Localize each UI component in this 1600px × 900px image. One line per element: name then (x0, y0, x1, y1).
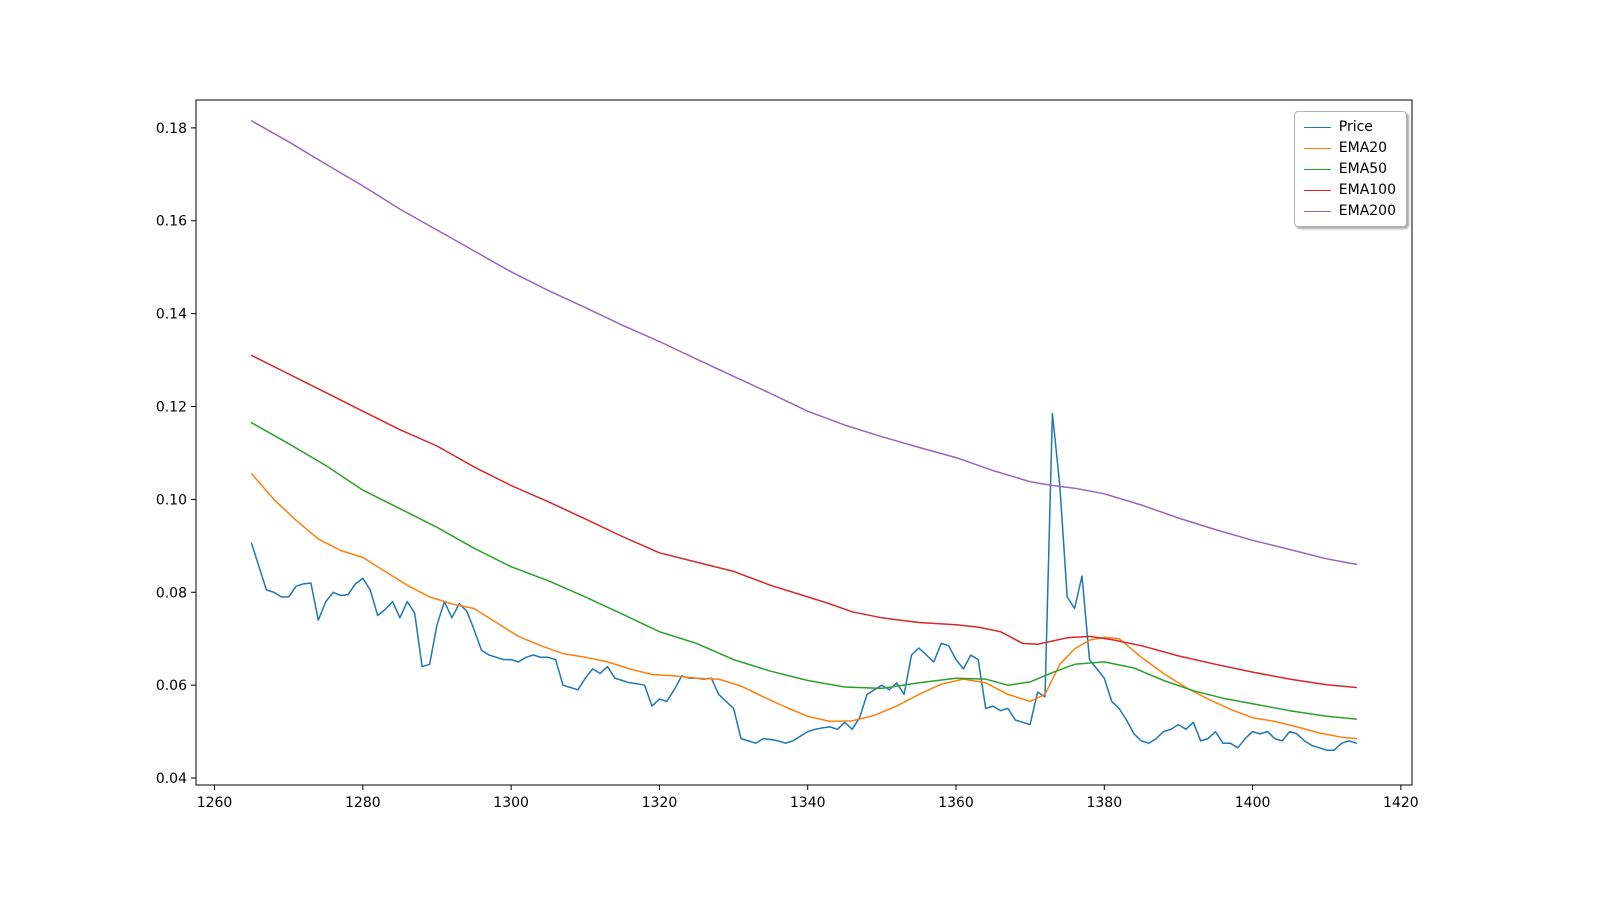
x-tick-label: 1420 (1383, 795, 1419, 811)
legend-line-sample-ema100 (1303, 189, 1331, 191)
y-tick-label: 0.06 (156, 678, 187, 694)
x-tick-label: 1400 (1235, 795, 1271, 811)
series-line-price (250, 412, 1358, 751)
legend-line-sample-ema20 (1303, 147, 1331, 149)
series-line-ema20 (250, 473, 1358, 740)
y-tick-label: 0.10 (156, 492, 187, 508)
y-tick-label: 0.14 (156, 307, 187, 323)
legend-entry-price: Price (1303, 117, 1396, 137)
x-tick-label: 1380 (1086, 795, 1122, 811)
legend-entry-ema100: EMA100 (1303, 180, 1396, 200)
x-tick-label: 1300 (493, 795, 529, 811)
legend-line-sample-ema200 (1303, 210, 1331, 212)
y-tick-label: 0.08 (156, 585, 187, 601)
legend-line-sample-ema50 (1303, 168, 1331, 170)
series-line-ema50 (250, 422, 1358, 720)
x-tick-label: 1320 (642, 795, 678, 811)
legend-entry-ema20: EMA20 (1303, 138, 1396, 158)
legend-label: EMA200 (1338, 203, 1396, 219)
y-tick-label: 0.18 (156, 121, 187, 137)
x-tick-label: 1280 (345, 795, 381, 811)
legend-entry-ema50: EMA50 (1303, 159, 1396, 179)
series-line-ema100 (250, 354, 1358, 689)
chart-legend: Price EMA20 EMA50 EMA100 EMA200 (1293, 111, 1407, 227)
y-tick-label: 0.16 (156, 214, 187, 230)
x-tick-label: 1260 (197, 795, 233, 811)
y-tick-label: 0.12 (156, 400, 187, 416)
legend-label: EMA50 (1338, 161, 1388, 177)
legend-line-sample-price (1303, 126, 1331, 128)
legend-label: EMA20 (1338, 140, 1388, 156)
series-line-ema200 (250, 120, 1358, 566)
y-tick-label: 0.04 (156, 771, 187, 787)
axes-spines (195, 99, 1413, 786)
legend-label: Price (1338, 119, 1373, 135)
x-tick-label: 1360 (938, 795, 974, 811)
x-tick-label: 1340 (790, 795, 826, 811)
legend-entry-ema200: EMA200 (1303, 201, 1396, 221)
legend-label: EMA100 (1338, 182, 1396, 198)
